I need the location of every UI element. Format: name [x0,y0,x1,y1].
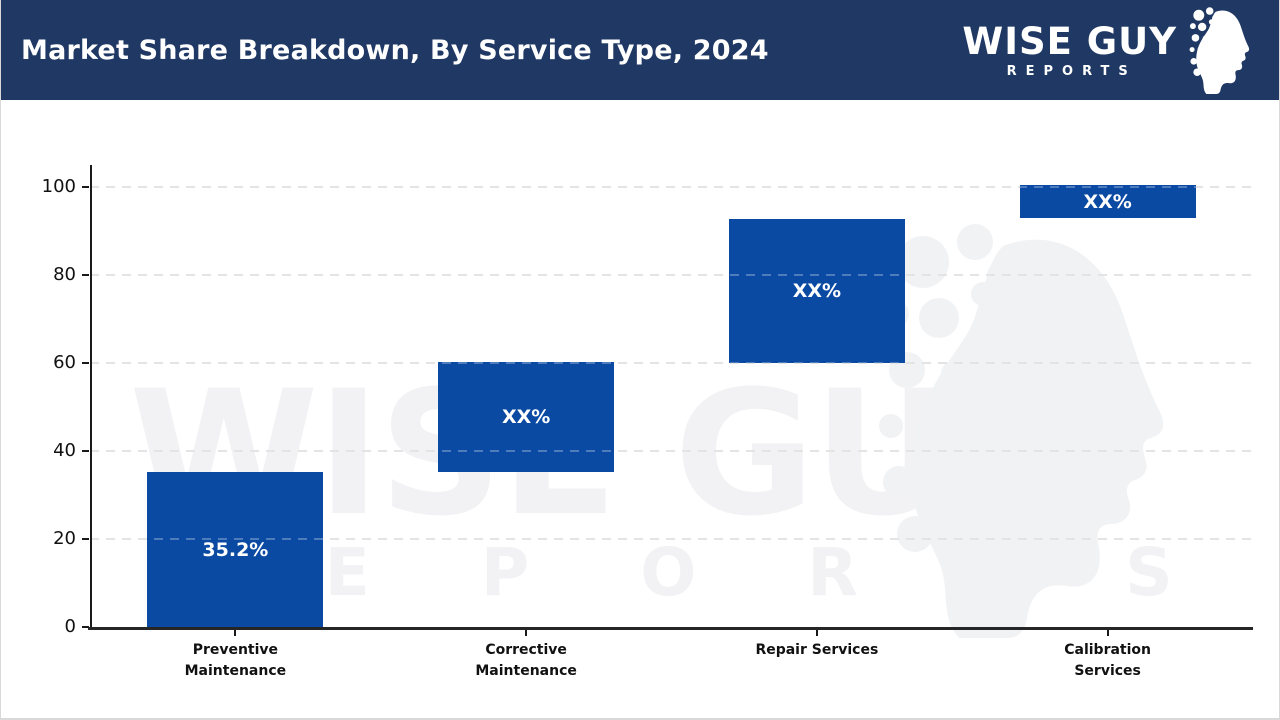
x-category-label-line: Preventive [192,642,279,658]
chart-plot-area: WISE GUY R E P O R T S 0 20 40 60 80 100 35.2%… [1,100,1279,718]
y-tick-mark-20 [82,538,89,540]
x-category-label-line: Maintenance [184,663,287,679]
y-tick-mark-60 [82,362,89,364]
x-tick-mark-1 [525,627,528,636]
bar-value-label: 35.2% [202,538,269,561]
y-tick-label-80: 80 [53,264,76,285]
bar-value-label: XX% [792,279,842,302]
y-tick-label-100: 100 [41,176,76,197]
x-category-label-2: Repair Services [707,640,927,661]
x-category-label-3: Calibration Services [998,640,1218,682]
bar-repair-services: XX% [728,218,905,363]
y-tick-label-20: 20 [53,528,76,549]
x-axis-line [88,627,1253,630]
gridline-80 [90,274,1253,276]
x-tick-mark-3 [1106,627,1109,636]
y-axis-spine [90,165,92,629]
y-tick-label-40: 40 [53,440,76,461]
brand-name: WISE GUY [962,19,1177,63]
gridline-overlay-100 [90,186,1253,188]
y-tick-label-0: 0 [64,616,76,637]
x-category-label-line: Maintenance [475,663,577,679]
y-tick-mark-0 [82,626,89,628]
brand-face-icon [1189,7,1250,94]
bar-corrective-maintenance: XX% [438,361,615,473]
x-category-label-line: Corrective [485,642,567,658]
header-banner: Market Share Breakdown, By Service Type,… [1,0,1279,100]
gridline-60 [90,362,1253,364]
bar-preventive-maintenance: 35.2% [147,472,324,627]
brand-logo: WISE GUY REPORTS [962,6,1263,94]
gridline-40 [90,450,1253,452]
x-tick-mark-0 [234,627,237,636]
gridline-overlay-20 [90,538,1253,540]
bar-value-label: XX% [501,405,551,428]
x-category-label-line: Repair Services [755,642,879,658]
bar-calibration-services: XX% [1019,184,1196,219]
x-category-label-0: Preventive Maintenance [125,640,345,682]
gridline-overlay-80 [90,274,1253,276]
gridline-100 [90,186,1253,188]
y-tick-mark-80 [82,274,89,276]
x-category-label-1: Corrective Maintenance [416,640,636,682]
x-tick-mark-2 [815,627,818,636]
y-tick-mark-100 [82,186,89,188]
gridline-overlay-60 [90,362,1253,364]
y-tick-mark-40 [82,450,89,452]
brand-wordmark: WISE GUY REPORTS [962,23,1177,78]
watermark-face-icon [879,224,1164,638]
x-category-label-line: Calibration [1064,642,1152,658]
y-tick-label-60: 60 [53,352,76,373]
brand-subtitle: REPORTS [1006,63,1137,79]
chart-title: Market Share Breakdown, By Service Type,… [21,34,769,66]
bar-value-label: XX% [1083,190,1132,213]
gridline-overlay-40 [90,450,1253,452]
gridline-20 [90,538,1253,540]
x-category-label-line: Services [1074,663,1141,679]
